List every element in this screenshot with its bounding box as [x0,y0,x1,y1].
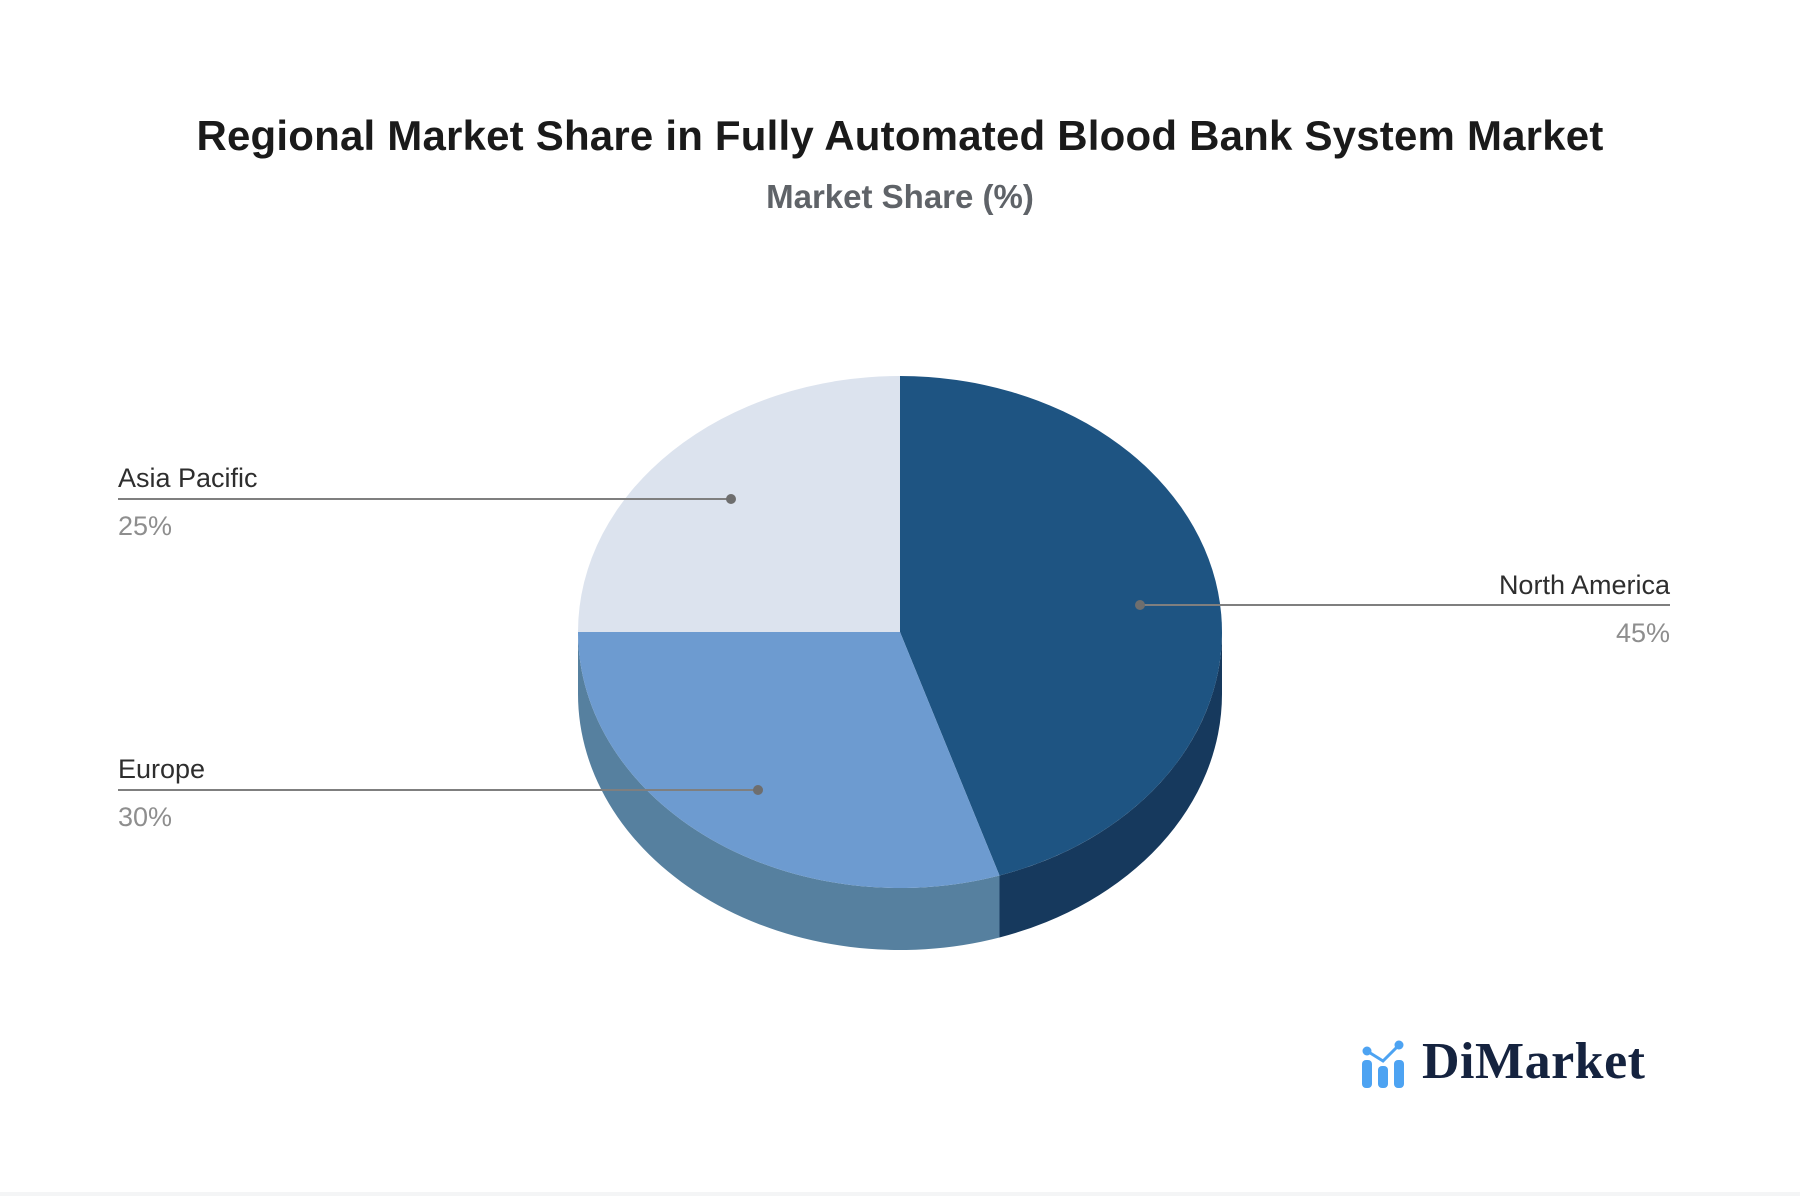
pie-slice-side-europe [578,632,1000,950]
slice-label-asia-pacific: Asia Pacific [118,463,258,493]
leader-dot-europe [753,785,763,795]
pie-slice-side-north-america [999,632,1222,938]
pie-slice-north-america [900,376,1223,876]
bar-line-chart-icon [1362,1040,1404,1088]
page-bottom-edge [0,1192,1800,1196]
pie-slice-europe [578,632,1000,888]
slice-label-europe: Europe [118,754,205,784]
chart-subtitle: Market Share (%) [766,178,1034,215]
slice-value-north-america: 45% [1616,618,1670,648]
pie-slice-asia-pacific [578,376,900,632]
leader-dot-north-america [1135,600,1145,610]
leader-dot-asia-pacific [726,494,736,504]
chart-title: Regional Market Share in Fully Automated… [196,112,1604,159]
slice-value-europe: 30% [118,802,172,832]
slice-value-asia-pacific: 25% [118,511,172,541]
slice-label-north-america: North America [1499,570,1671,600]
dimarket-logo: DiMarket [1362,1036,1645,1088]
dimarket-logo-text: DiMarket [1422,1033,1646,1090]
chart-header: Regional Market Share in Fully Automated… [0,112,1800,216]
